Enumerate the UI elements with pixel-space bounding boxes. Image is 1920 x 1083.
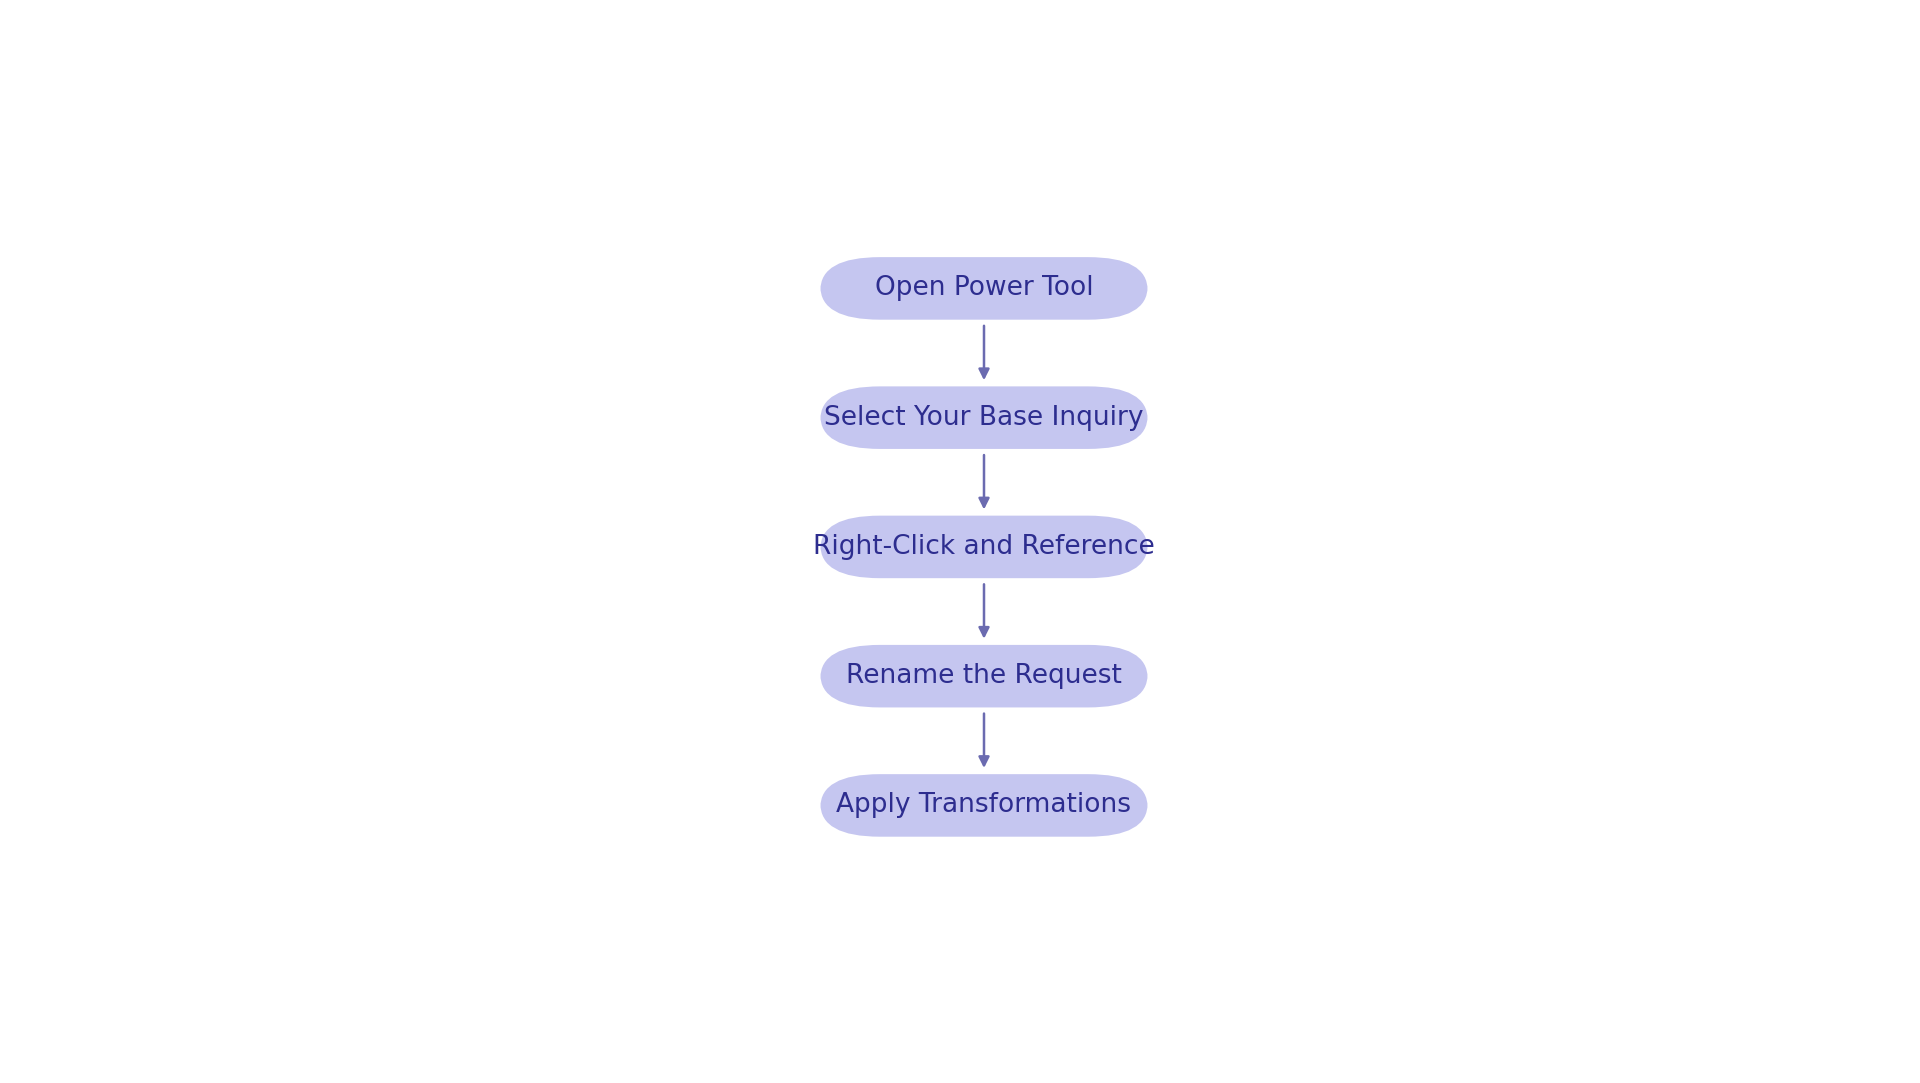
Text: Apply Transformations: Apply Transformations: [837, 793, 1131, 819]
Text: Select Your Base Inquiry: Select Your Base Inquiry: [824, 405, 1144, 431]
Text: Rename the Request: Rename the Request: [847, 663, 1121, 689]
Text: Right-Click and Reference: Right-Click and Reference: [814, 534, 1154, 560]
FancyBboxPatch shape: [820, 774, 1148, 837]
FancyBboxPatch shape: [820, 644, 1148, 707]
FancyBboxPatch shape: [820, 387, 1148, 449]
Text: Open Power Tool: Open Power Tool: [876, 275, 1092, 301]
FancyBboxPatch shape: [820, 516, 1148, 578]
FancyBboxPatch shape: [820, 257, 1148, 319]
